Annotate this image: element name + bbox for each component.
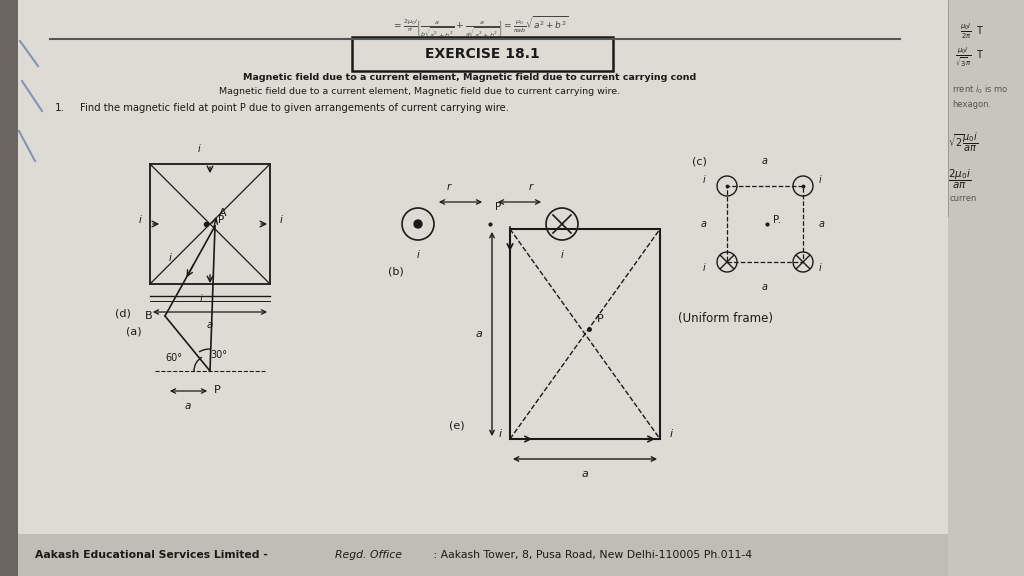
Text: 30°: 30° — [210, 350, 227, 360]
Text: (a): (a) — [126, 326, 142, 336]
Text: (e): (e) — [450, 421, 465, 431]
Text: Aakash Educational Services Limited -: Aakash Educational Services Limited - — [35, 550, 271, 560]
Text: i: i — [702, 263, 705, 273]
Text: i: i — [702, 175, 705, 185]
Circle shape — [414, 220, 422, 228]
Text: (d): (d) — [115, 308, 131, 318]
Text: 1.: 1. — [55, 103, 65, 113]
Text: hexagon.: hexagon. — [952, 100, 991, 109]
Text: $= \frac{2\mu_0 i}{\pi}\left[\frac{a}{b\sqrt{a^2+b^2}}+\frac{a}{a\sqrt{a^2+b^2}}: $= \frac{2\mu_0 i}{\pi}\left[\frac{a}{b\… — [392, 14, 568, 40]
Text: P: P — [214, 385, 221, 395]
Text: a: a — [701, 219, 707, 229]
Text: i: i — [819, 175, 821, 185]
Text: $\frac{\mu_0 i}{\sqrt{3}\pi}$  T: $\frac{\mu_0 i}{\sqrt{3}\pi}$ T — [955, 46, 985, 69]
Text: : Aakash Tower, 8, Pusa Road, New Delhi-110005 Ph.011-4: : Aakash Tower, 8, Pusa Road, New Delhi-… — [430, 550, 752, 560]
Text: P.: P. — [773, 215, 781, 225]
Text: a: a — [475, 329, 482, 339]
Text: rrent $i_0$ is mo: rrent $i_0$ is mo — [952, 84, 1009, 97]
FancyBboxPatch shape — [0, 0, 18, 576]
Text: i: i — [200, 294, 202, 304]
Text: i: i — [198, 144, 200, 154]
FancyBboxPatch shape — [948, 0, 1024, 576]
Text: i: i — [139, 215, 142, 225]
Text: i: i — [560, 250, 563, 260]
Text: $\dfrac{2\mu_0 i}{a\pi}$: $\dfrac{2\mu_0 i}{a\pi}$ — [948, 168, 971, 191]
Text: i: i — [417, 250, 420, 260]
FancyBboxPatch shape — [352, 37, 613, 71]
Text: i: i — [819, 263, 821, 273]
Text: i: i — [499, 429, 502, 439]
Text: P: P — [495, 202, 502, 212]
Text: a: a — [762, 156, 768, 166]
Text: i: i — [280, 215, 283, 225]
Text: (c): (c) — [692, 156, 707, 166]
Text: (Uniform frame): (Uniform frame) — [678, 312, 773, 325]
Text: P: P — [597, 314, 604, 324]
Text: a: a — [207, 320, 213, 330]
Text: a: a — [762, 282, 768, 292]
Text: A: A — [219, 208, 226, 218]
Text: $\frac{\mu_0 i}{2\pi}$  T: $\frac{\mu_0 i}{2\pi}$ T — [961, 21, 985, 41]
Text: B: B — [144, 311, 152, 321]
Text: curren: curren — [950, 194, 977, 203]
FancyBboxPatch shape — [18, 534, 948, 576]
Text: Magnetic field due to a current element, Magnetic field due to current carrying : Magnetic field due to a current element,… — [219, 88, 621, 97]
Text: a: a — [582, 469, 589, 479]
Text: EXERCISE 18.1: EXERCISE 18.1 — [425, 47, 540, 61]
Text: Find the magnetic field at point P due to given arrangements of current carrying: Find the magnetic field at point P due t… — [80, 103, 509, 113]
Text: P: P — [218, 215, 224, 225]
Text: $\sqrt{2}\dfrac{\mu_0 i}{a\pi}$: $\sqrt{2}\dfrac{\mu_0 i}{a\pi}$ — [948, 131, 978, 154]
Text: r: r — [446, 182, 452, 192]
Text: i: i — [670, 429, 673, 439]
Text: a: a — [819, 219, 825, 229]
Text: i: i — [169, 253, 172, 263]
Text: 60°: 60° — [165, 353, 182, 363]
Text: a: a — [184, 401, 190, 411]
Text: Regd. Office: Regd. Office — [335, 550, 402, 560]
Text: Magnetic field due to a current element, Magnetic field due to current carrying : Magnetic field due to a current element,… — [244, 74, 696, 82]
Text: r: r — [528, 182, 534, 192]
Text: (b): (b) — [388, 267, 403, 277]
FancyBboxPatch shape — [18, 0, 948, 576]
